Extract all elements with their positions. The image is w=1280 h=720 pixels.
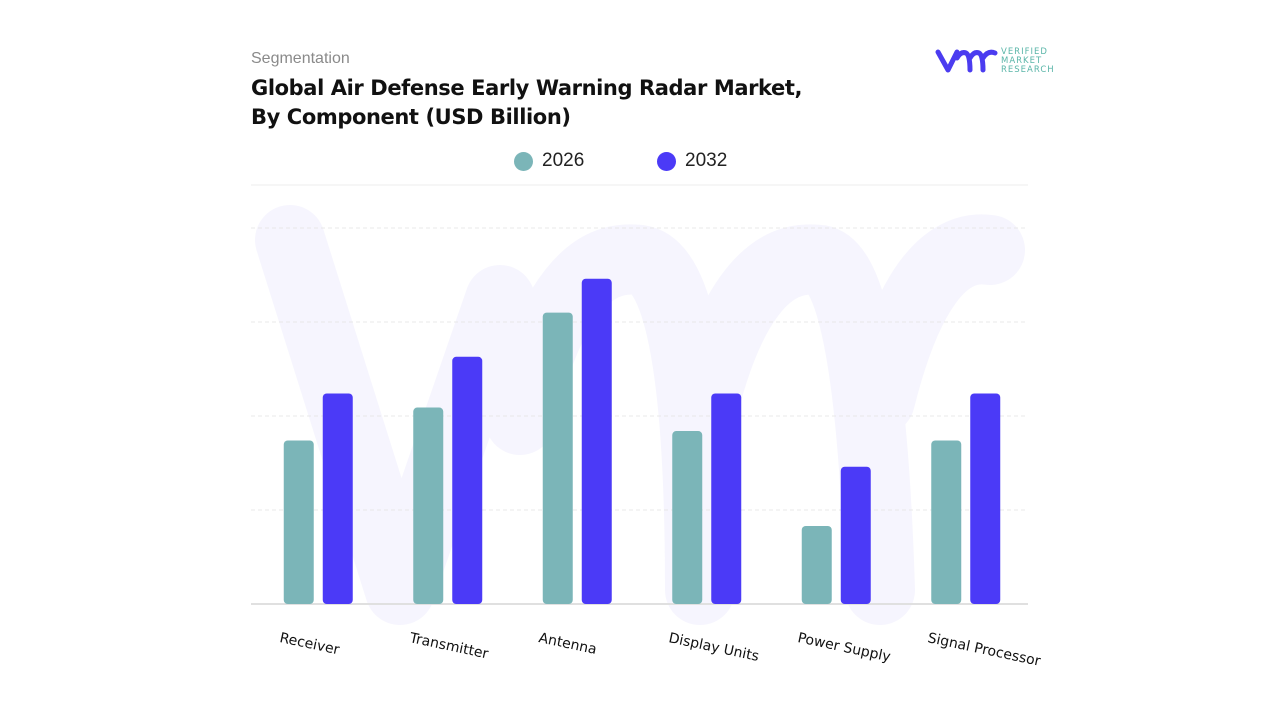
legend-label-2032: 2032	[685, 150, 728, 171]
chart-title: Global Air Defense Early Warning Radar M…	[251, 74, 803, 132]
x-tick-label: Antenna	[537, 630, 598, 658]
bar-2026-display-units	[672, 431, 703, 604]
bar-2026-transmitter	[413, 407, 444, 604]
x-tick-label: Signal Processor	[926, 630, 1042, 670]
bar-2032-display-units	[711, 393, 742, 604]
bar-2026-signal-processor	[931, 440, 962, 604]
svg-text:MARKET: MARKET	[1001, 56, 1042, 66]
x-tick-label: Display Units	[667, 630, 760, 665]
bar-2026-power-supply	[801, 525, 832, 604]
bar-2032-receiver	[322, 393, 353, 604]
bar-2026-antenna	[542, 312, 573, 604]
legend-label-2026: 2026	[542, 150, 585, 171]
bar-2032-power-supply	[840, 466, 871, 604]
title-line-2: By Component (USD Billion)	[251, 105, 571, 129]
legend-item-2026: 2026	[514, 150, 584, 172]
bar-2032-transmitter	[452, 356, 483, 604]
title-line-1: Global Air Defense Early Warning Radar M…	[251, 76, 803, 100]
legend-item-2032: 2032	[657, 150, 727, 172]
bar-2026-receiver	[283, 440, 314, 604]
legend-swatch-2032	[657, 151, 676, 171]
x-tick-label: Power Supply	[796, 630, 892, 665]
svg-text:RESEARCH: RESEARCH	[1001, 65, 1055, 75]
bar-2032-antenna	[581, 278, 612, 604]
bar-2032-signal-processor	[970, 393, 1001, 604]
vmr-logo: VERIFIED MARKET RESEARCH	[935, 47, 1055, 75]
x-tick-label: Transmitter	[407, 630, 490, 663]
watermark-logo	[255, 205, 1025, 625]
segment-label: Segmentation	[251, 50, 350, 67]
legend-swatch-2026	[514, 151, 533, 171]
svg-text:VERIFIED: VERIFIED	[1001, 47, 1048, 57]
x-tick-label: Receiver	[278, 630, 341, 658]
